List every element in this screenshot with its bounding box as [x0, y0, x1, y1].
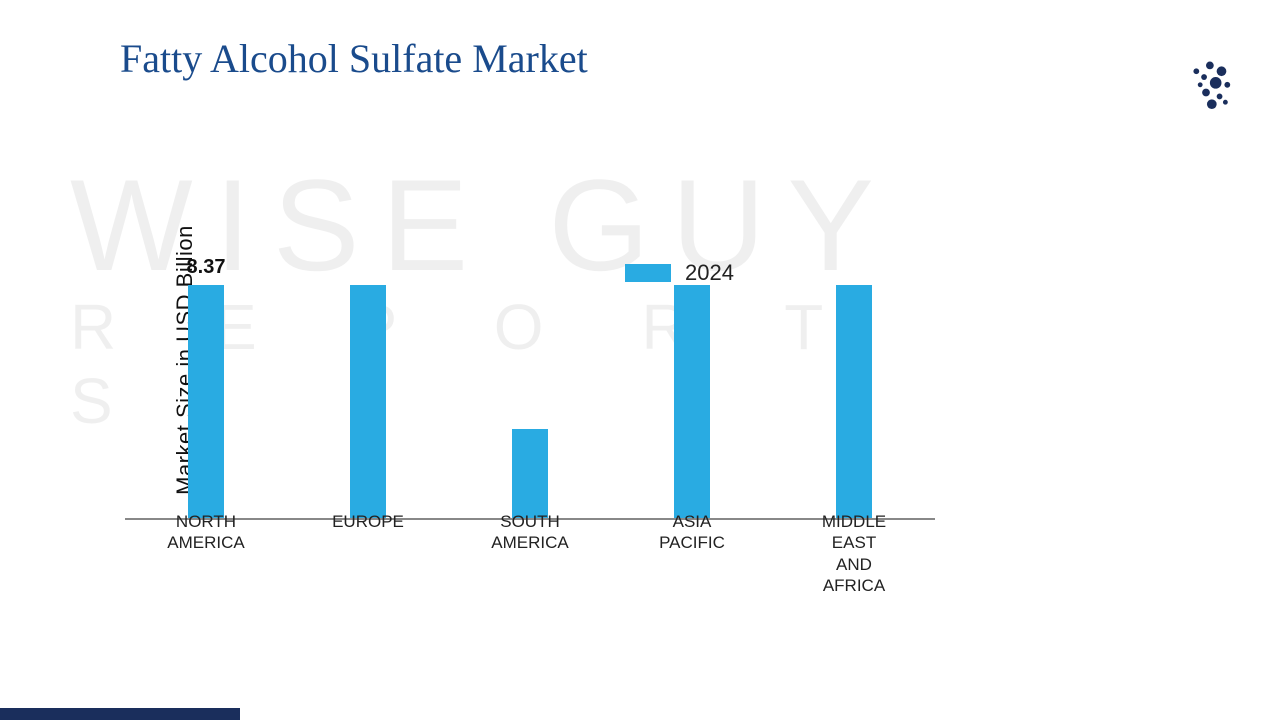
infographic-card: WISE GUY R E P O R T S WISE GUY R E P O … [0, 0, 1280, 720]
x-labels: NORTHAMERICAEUROPESOUTHAMERICAASIAPACIFI… [125, 503, 935, 596]
x-axis-category: ASIAPACIFIC [617, 503, 767, 596]
bar-column: 8.37 [131, 285, 281, 518]
bars-container: 8.37 [125, 130, 935, 518]
bar [350, 285, 386, 518]
legend: 2024 [625, 260, 734, 286]
bar-column [779, 285, 929, 518]
bar-column [293, 285, 443, 518]
bar [188, 285, 224, 518]
bar-chart: Market Size in USD Billion 8.37 NORTHAME… [65, 130, 935, 590]
legend-swatch [625, 264, 671, 282]
x-axis-category: EUROPE [293, 503, 443, 596]
bar-column [617, 285, 767, 518]
legend-label: 2024 [685, 260, 734, 286]
brand-logo: WISE GUY R E P O R T S [1012, 30, 1245, 80]
x-axis-category: NORTHAMERICA [131, 503, 281, 596]
bar [836, 285, 872, 518]
bar [674, 285, 710, 518]
brand-head-icon [1167, 48, 1245, 140]
bottom-stripe [0, 708, 240, 720]
chart-title: Fatty Alcohol Sulfate Market [120, 35, 588, 82]
bar-value-label: 8.37 [187, 256, 226, 279]
x-axis-category: SOUTHAMERICA [455, 503, 605, 596]
plot-area: 8.37 [125, 130, 935, 520]
x-axis-category: MIDDLEEASTANDAFRICA [779, 503, 929, 596]
